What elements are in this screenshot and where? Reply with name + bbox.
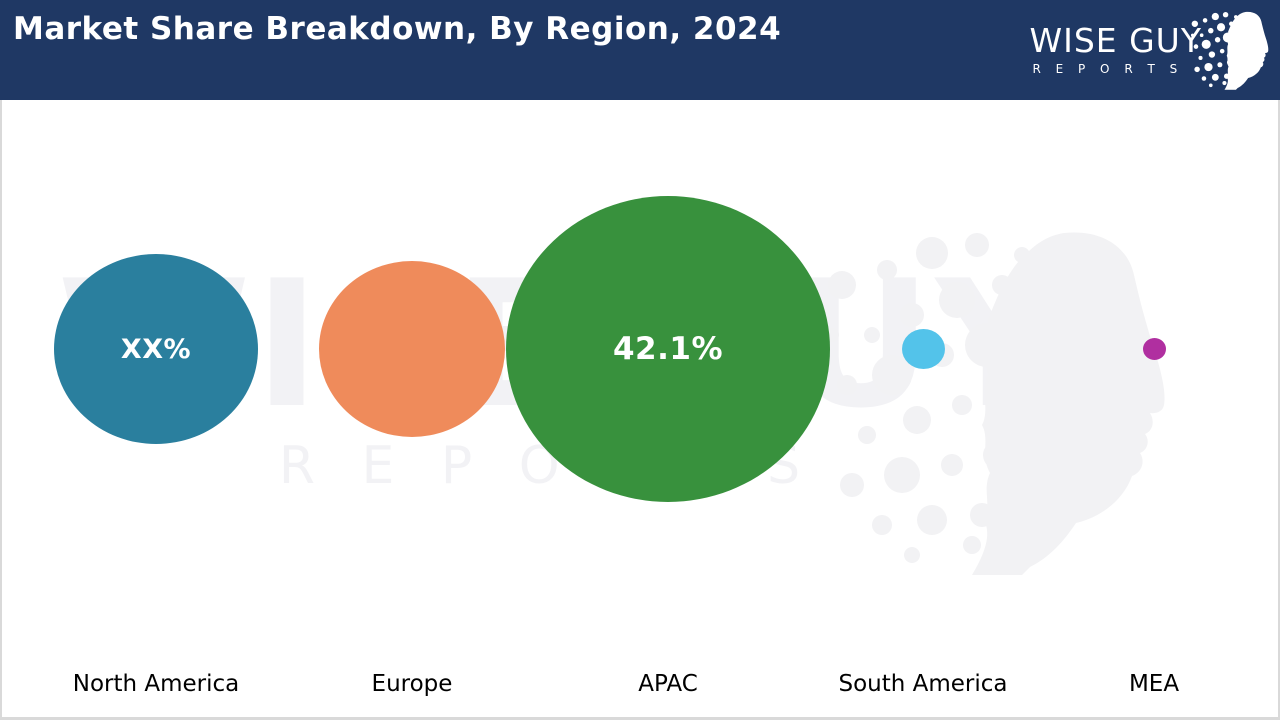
bubble-south-america: [901, 329, 945, 369]
category-label-europe: Europe: [371, 671, 453, 697]
category-label-north-america: North America: [72, 671, 240, 697]
chart-area: WISE GUY R E P O R T S XX% 42.1% North Am…: [0, 100, 1280, 720]
bubble-europe: [319, 261, 505, 437]
bubble-mea: [1142, 338, 1166, 360]
logo-name: WISE GUY: [1029, 21, 1202, 60]
header-bar: Market Share Breakdown, By Region, 2024 …: [0, 0, 1280, 100]
wiseguy-logo: WISE GUY R E P O R T S: [1029, 6, 1270, 94]
page-title: Market Share Breakdown, By Region, 2024: [13, 11, 782, 47]
category-label-row: North America Europe APAC South America MEA: [2, 100, 1278, 717]
logo-subtitle: R E P O R T S: [1032, 62, 1183, 76]
logo-text: WISE GUY R E P O R T S: [1029, 24, 1202, 76]
bubble-apac: 42.1%: [506, 196, 830, 502]
category-label-apac: APAC: [638, 671, 698, 697]
category-label-south-america: South America: [838, 671, 1008, 697]
bubble-north-america: XX%: [54, 254, 258, 444]
bubble-layer: XX% 42.1%: [2, 100, 1278, 717]
category-label-mea: MEA: [1128, 671, 1180, 697]
